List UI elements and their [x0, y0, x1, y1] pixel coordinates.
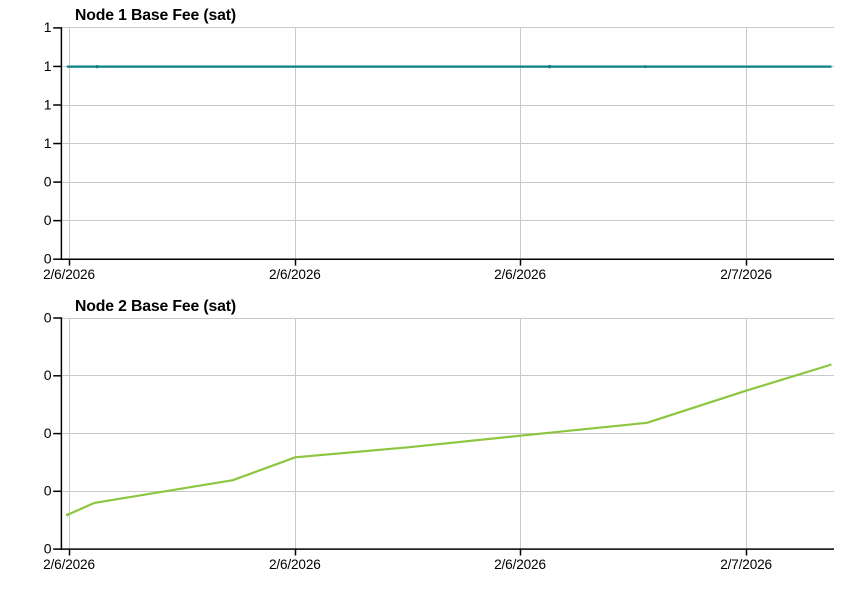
svg-text:2/6/2026: 2/6/2026: [494, 267, 546, 282]
svg-text:2/7/2026: 2/7/2026: [720, 267, 772, 282]
svg-text:0: 0: [44, 367, 52, 383]
svg-text:1: 1: [44, 58, 52, 74]
svg-text:0: 0: [44, 212, 52, 228]
svg-text:1: 1: [44, 135, 52, 151]
svg-text:0: 0: [44, 425, 52, 441]
svg-text:0: 0: [44, 483, 52, 499]
svg-text:2/6/2026: 2/6/2026: [494, 557, 546, 572]
svg-text:1: 1: [44, 96, 52, 112]
svg-text:2/6/2026: 2/6/2026: [269, 557, 321, 572]
svg-text:0: 0: [44, 540, 52, 556]
svg-text:2/6/2026: 2/6/2026: [43, 267, 95, 282]
svg-text:2/6/2026: 2/6/2026: [269, 267, 321, 282]
svg-text:1: 1: [44, 19, 52, 35]
svg-text:Node 1 Base Fee (sat): Node 1 Base Fee (sat): [75, 7, 236, 24]
svg-text:Node 2 Base Fee (sat): Node 2 Base Fee (sat): [75, 298, 236, 315]
svg-text:0: 0: [44, 309, 52, 325]
svg-text:0: 0: [44, 173, 52, 189]
svg-text:0: 0: [44, 251, 52, 267]
svg-text:2/6/2026: 2/6/2026: [43, 557, 95, 572]
svg-text:2/7/2026: 2/7/2026: [720, 557, 772, 572]
